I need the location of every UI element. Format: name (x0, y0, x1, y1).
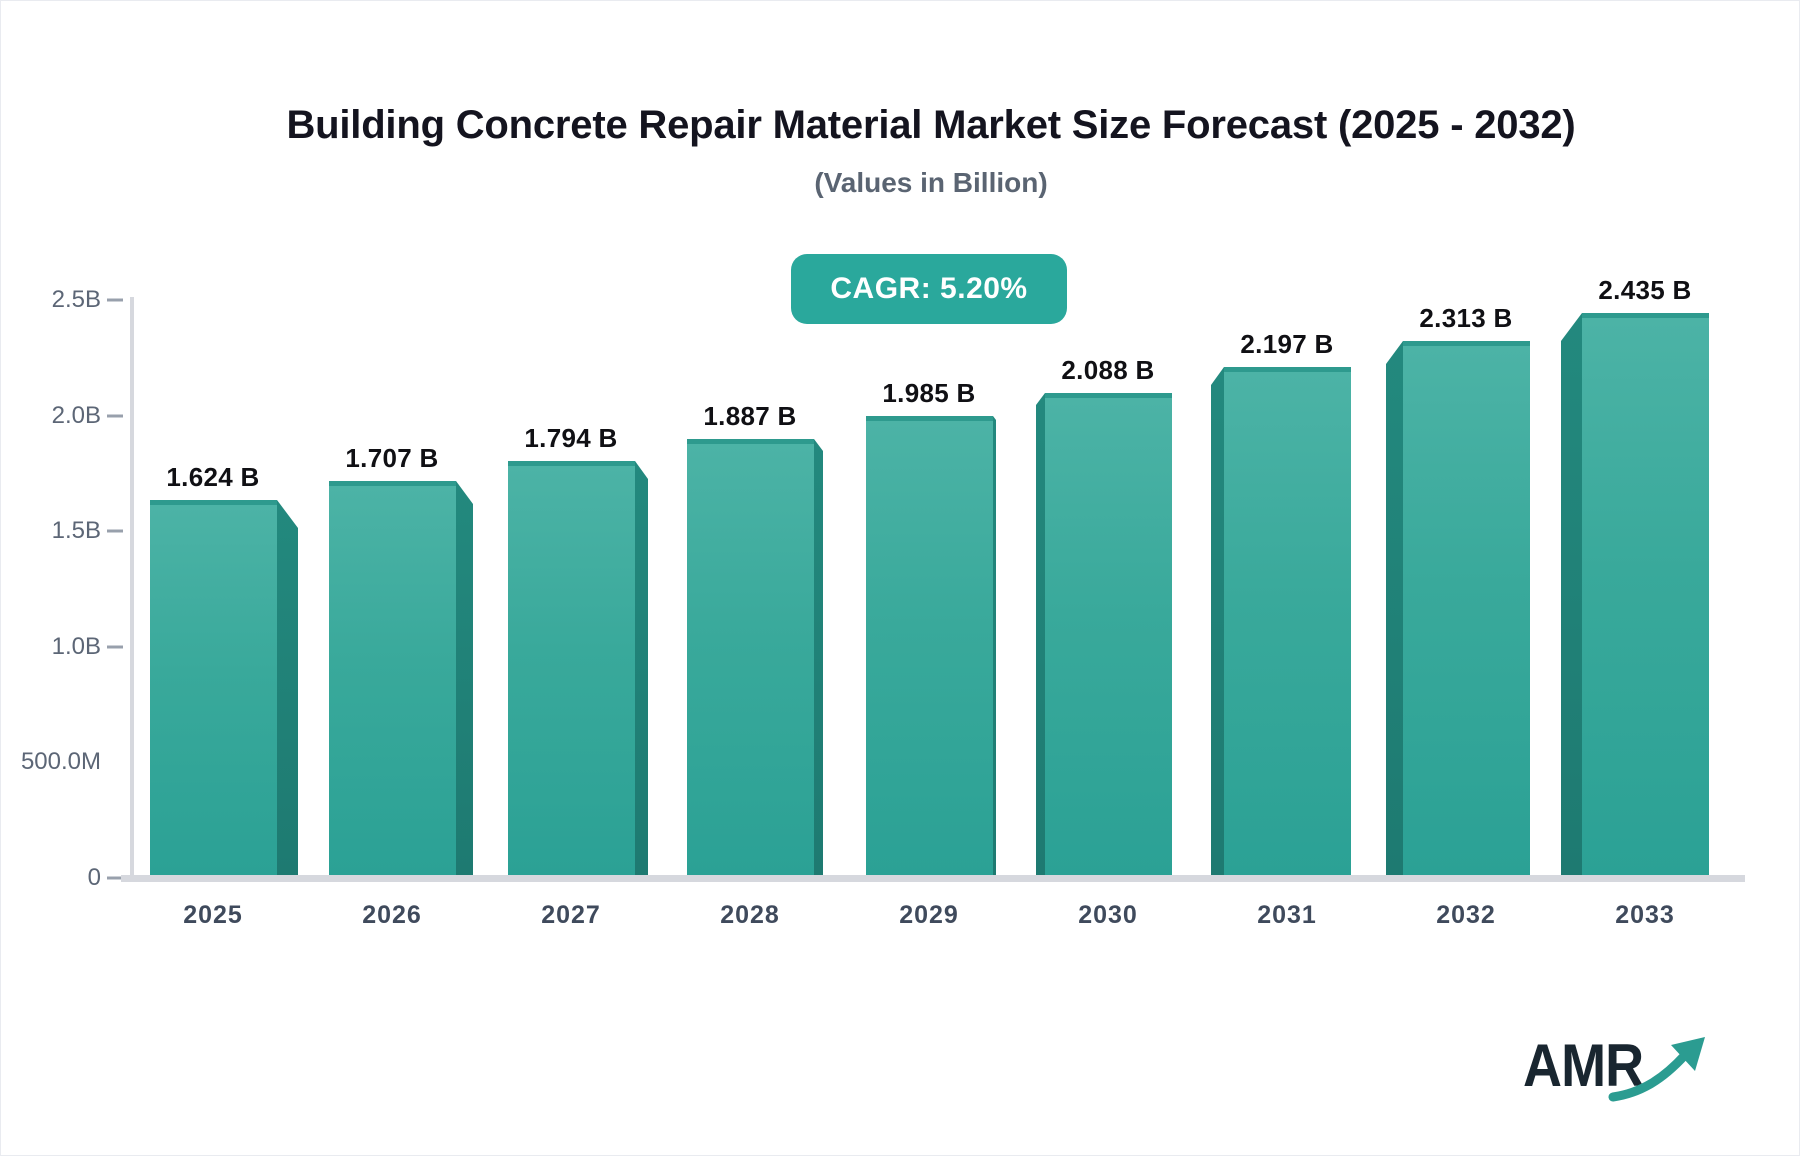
bar-value-label: 1.887 B (703, 401, 797, 431)
bar-value-label: 2.197 B (1240, 329, 1334, 359)
y-axis-tick-label: 1.5B (51, 517, 101, 545)
y-axis-tick-label: 1.0B (51, 632, 101, 660)
bar-2033 (1582, 313, 1709, 875)
bar-value-label: 2.313 B (1419, 303, 1513, 333)
cagr-badge: CAGR: 5.20% (791, 254, 1067, 324)
bar-side-face (1386, 341, 1403, 875)
brand-logo: AMR (1523, 1031, 1743, 1121)
y-axis-tick-mark (107, 529, 123, 533)
bar-2032 (1403, 341, 1530, 875)
bar-side-face (635, 461, 648, 875)
page-title: Building Concrete Repair Material Market… (286, 103, 1576, 147)
bar-value-label: 1.707 B (345, 443, 439, 473)
y-axis-line (130, 297, 134, 879)
bar-2026 (329, 481, 456, 875)
x-axis-label: 2029 (899, 901, 959, 929)
bar-side-face (277, 500, 298, 875)
bar-value-label: 1.985 B (882, 378, 976, 408)
x-axis-label: 2025 (183, 901, 243, 929)
bar-2029 (866, 416, 993, 875)
bar-2028 (687, 439, 814, 875)
y-axis-tick-label: 2.0B (51, 401, 101, 429)
brand-logo-text: AMR (1523, 1032, 1644, 1099)
x-axis-line (121, 875, 1745, 882)
bar-value-label: 2.088 B (1061, 355, 1155, 385)
bar-side-face (1211, 367, 1224, 875)
y-axis-tick-mark (107, 645, 123, 649)
title-band: Building Concrete Repair Material Market… (61, 99, 1799, 151)
bar-2031 (1224, 367, 1351, 875)
x-axis-label: 2026 (362, 901, 422, 929)
bar-2030 (1045, 393, 1172, 875)
bar-value-label: 2.435 B (1598, 275, 1692, 305)
bar-side-face (1036, 393, 1045, 875)
x-axis-label: 2031 (1257, 901, 1317, 929)
growth-arrow-icon (1608, 1037, 1705, 1102)
bar-2027 (508, 461, 635, 875)
y-axis-tick-mark (107, 876, 123, 880)
x-axis-label: 2032 (1436, 901, 1496, 929)
x-axis-label: 2027 (541, 901, 601, 929)
bar-side-face (814, 439, 823, 875)
y-axis-tick-mark (107, 298, 123, 302)
bar-side-face (1561, 313, 1582, 875)
chart-subtitle: (Values in Billion) (814, 167, 1048, 198)
y-axis-tick-label: 500.0M (20, 748, 101, 776)
x-axis-label: 2028 (720, 901, 780, 929)
y-axis-tick-mark (107, 414, 123, 418)
bar-2025 (150, 500, 277, 875)
cagr-badge-label: CAGR: 5.20% (830, 272, 1028, 305)
bar-side-face (456, 481, 473, 875)
x-axis-label: 2033 (1615, 901, 1675, 929)
y-axis-tick-label: 0 (87, 864, 101, 891)
bar-value-label: 1.624 B (166, 462, 260, 492)
bar-side-face (993, 416, 996, 875)
y-axis-tick-label: 2.5B (51, 286, 101, 313)
x-axis-label: 2030 (1078, 901, 1138, 929)
bar-value-label: 1.794 B (524, 423, 618, 453)
